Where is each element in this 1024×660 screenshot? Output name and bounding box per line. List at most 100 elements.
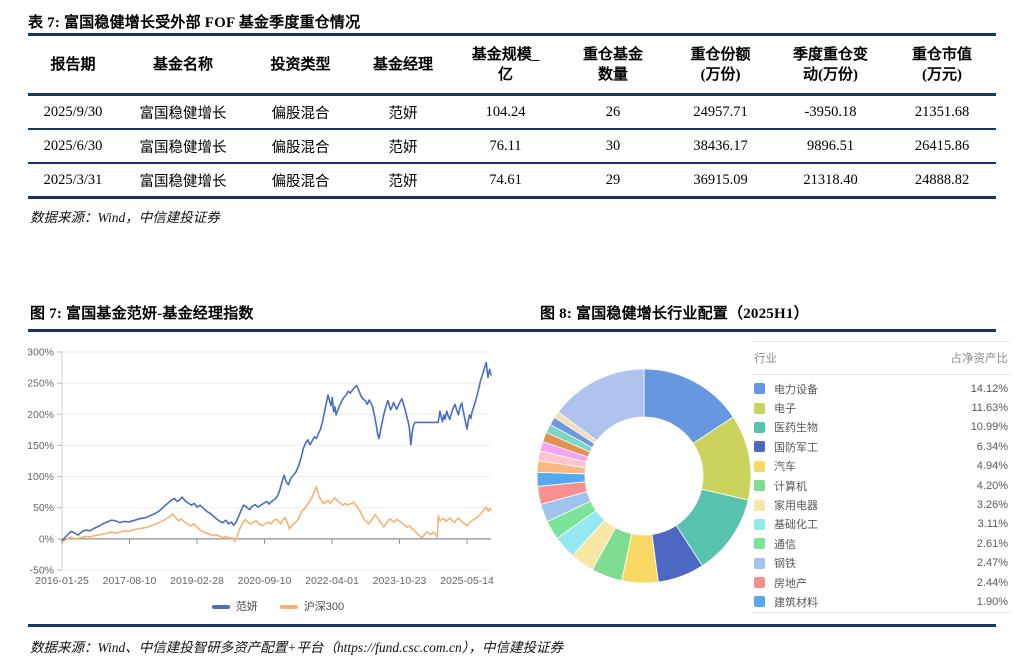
industry-legend-row: 医药生物 10.99% [752,418,1010,437]
figure8-title: 图 8: 富国稳健增长行业配置（2025H1） [540,306,809,322]
table-cell: 范妍 [353,94,453,130]
industry-swatch [754,499,765,511]
column-header: 报告期 [28,37,118,96]
industry-legend-header: 行业 占净资产比 [752,341,1010,375]
figure7-title: 图 7: 富国基金范妍-基金经理指数 [30,306,254,322]
fund-holdings-table: 报告期 基金名称 投资类型 基金经理 基金规模_ 亿重仓基金 数量 重仓份额 (万份) 季度… [28,37,996,199]
industry-label: 基础化工 [774,519,818,532]
industry-legend-row: 建筑材料 1.90% [752,592,1010,611]
industry-swatch [754,383,765,395]
industry-legend-row: 汽车 4.94% [752,457,1010,476]
table-cell: 范妍 [353,129,453,164]
industry-label: 钢铁 [774,558,796,571]
industry-ratio-value: 3.26% [976,499,1008,512]
industry-swatch [754,518,765,530]
table-cell: 2025/6/30 [28,129,118,164]
series-line-沪深300 [61,485,492,543]
table-cell: 21351.68 [888,94,996,130]
column-header: 季度重仓变 动(万份) [773,37,888,96]
industry-donut-chart [536,368,752,584]
column-header: 投资类型 [248,37,353,96]
y-tick-label: 150% [28,440,54,452]
legend-marker [211,605,230,610]
industry-legend-row: 钢铁 2.47% [752,554,1010,573]
table-cell: 76.11 [453,129,558,164]
industry-swatch [754,421,765,433]
fund-holdings-table-wrap: 报告期 基金名称 投资类型 基金经理 基金规模_ 亿重仓基金 数量 重仓份额 (万份) 季度… [28,37,996,199]
table-cell: 范妍 [353,163,453,199]
column-header: 基金名称 [118,37,248,96]
x-tick-label: 2023-10-23 [373,575,427,587]
industry-label: 计算机 [774,480,807,493]
industry-swatch [754,577,765,589]
industry-legend-table: 行业 占净资产比 电力设备 14.12% 电子 11.63% 医药生物 10.99% 国防军… [752,341,1010,613]
ratio-column-header: 占净资产比 [950,353,1009,365]
industry-legend-row: 电力设备 14.12% [752,379,1010,398]
table-cell: 30 [558,129,668,164]
industry-legend-row: 计算机 4.20% [752,476,1010,495]
column-header: 基金经理 [353,37,453,96]
industry-label: 通信 [774,538,796,551]
industry-label: 国防军工 [774,441,818,454]
industry-label: 汽车 [774,461,796,474]
table-cell: 36915.09 [668,163,773,199]
industry-legend-row: 国防军工 6.34% [752,437,1010,456]
industry-label: 医药生物 [774,422,818,435]
divider-under-table7-title [28,33,996,36]
y-tick-label: -50% [29,565,54,577]
legend-item: 范妍 [211,598,258,614]
y-tick-label: 0% [39,533,54,545]
table-cell: 2025/3/31 [28,163,118,199]
table-cell: 9896.51 [773,129,888,164]
x-tick-label: 2025-05-14 [440,575,494,587]
divider-under-figure-titles [28,329,996,332]
industry-legend-row: 家用电器 3.26% [752,495,1010,514]
table-cell: 富国稳健增长 [118,129,248,164]
industry-ratio-value: 2.47% [976,557,1008,570]
table-cell: -3950.18 [773,94,888,130]
table-cell: 26 [558,94,668,130]
divider-above-footer [28,624,996,627]
y-tick-label: 200% [28,409,54,421]
industry-legend-row: 房地产 2.44% [752,573,1010,592]
table-cell: 26415.86 [888,129,996,164]
manager-index-chart: -50% 0% 50% 100% 150% 200% 250% 300% 2016-01-25 2… [27,347,494,588]
x-tick-label: 2020-09-10 [238,575,292,587]
industry-ratio-value: 3.11% [977,518,1008,531]
series-line-范妍 [61,361,492,542]
industry-legend-row: 通信 2.61% [752,534,1010,553]
table-cell: 偏股混合 [248,163,353,199]
industry-label: 房地产 [774,577,807,590]
industry-column-header: 行业 [754,353,777,365]
industry-swatch [754,460,765,472]
legend-marker [279,605,298,610]
table-cell: 富国稳健增长 [118,94,248,130]
donut-segment [557,368,645,442]
industry-label: 家用电器 [774,500,818,513]
industry-label: 建筑材料 [774,596,818,609]
column-header: 基金规模_ 亿 [453,37,558,96]
table-cell: 29 [558,163,668,199]
table-cell: 21318.40 [773,163,888,199]
industry-ratio-value: 1.90% [976,595,1008,608]
industry-ratio-value: 2.61% [976,537,1008,550]
industry-ratio-value: 2.44% [976,576,1008,589]
legend-label: 沪深300 [303,601,345,613]
column-header: 重仓基金 数量 [558,37,668,96]
industry-swatch [754,441,765,453]
table-cell: 2025/9/30 [28,94,118,130]
industry-swatch [754,402,765,414]
industry-legend-row: 基础化工 3.11% [752,515,1010,534]
table-row: 2025/6/30 富国稳健增长 偏股混合 范妍 76.11 30 38436.17 9896… [28,129,996,164]
x-tick-label: 2017-08-10 [103,575,157,587]
industry-legend-row: 电子 11.63% [752,398,1010,417]
table-header-row: 报告期 基金名称 投资类型 基金经理 基金规模_ 亿重仓基金 数量 重仓份额 (万份) 季度… [28,37,996,96]
industry-swatch [754,480,765,492]
table-cell: 74.61 [453,163,558,199]
industry-swatch [754,557,765,569]
industry-ratio-value: 4.94% [976,460,1008,473]
manager-index-figure: -50% 0% 50% 100% 150% 200% 250% 300% 2016-01-25 2… [27,338,528,628]
footer-source: 数据来源：Wind、中信建投智研多资产配置+平台（https://fund.cs… [30,640,563,655]
table-cell: 104.24 [453,94,558,130]
